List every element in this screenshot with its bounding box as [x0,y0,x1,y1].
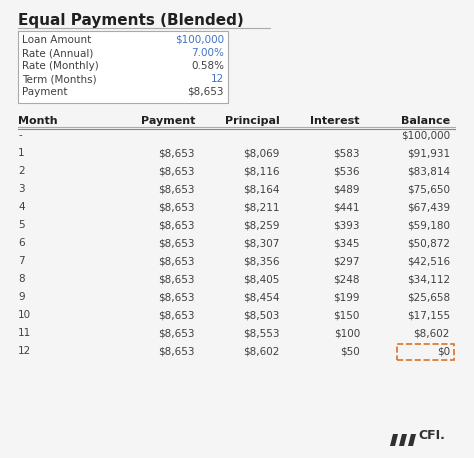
Text: $8,653: $8,653 [158,346,195,356]
Text: $8,653: $8,653 [188,87,224,97]
Text: $50: $50 [340,346,360,356]
Text: $8,553: $8,553 [244,328,280,338]
Text: 9: 9 [18,292,25,302]
Text: $8,653: $8,653 [158,328,195,338]
Text: $536: $536 [334,166,360,176]
Text: $83,814: $83,814 [407,166,450,176]
Text: $583: $583 [334,148,360,158]
Text: $8,602: $8,602 [244,346,280,356]
Text: Equal Payments (Blended): Equal Payments (Blended) [18,13,244,28]
Text: $100,000: $100,000 [401,130,450,140]
Text: $34,112: $34,112 [407,274,450,284]
Text: $8,307: $8,307 [244,238,280,248]
Text: $8,259: $8,259 [244,220,280,230]
Text: Principal: Principal [225,116,280,126]
Text: $100: $100 [334,328,360,338]
Text: $42,516: $42,516 [407,256,450,266]
Text: 5: 5 [18,220,25,230]
Text: 2: 2 [18,166,25,176]
Text: 7.00%: 7.00% [191,48,224,58]
Text: $0: $0 [437,346,450,356]
Text: $8,653: $8,653 [158,274,195,284]
Text: 1: 1 [18,148,25,158]
Text: 12: 12 [211,74,224,84]
Text: Payment: Payment [141,116,195,126]
Text: $67,439: $67,439 [407,202,450,212]
Text: $8,356: $8,356 [244,256,280,266]
Text: $100,000: $100,000 [175,35,224,45]
Polygon shape [408,434,416,446]
Text: 0.58%: 0.58% [191,61,224,71]
Text: $345: $345 [334,238,360,248]
Polygon shape [390,434,398,446]
Polygon shape [399,434,407,446]
Text: $8,653: $8,653 [158,184,195,194]
Text: $8,653: $8,653 [158,202,195,212]
Text: $17,155: $17,155 [407,310,450,320]
Text: Rate (Monthly): Rate (Monthly) [22,61,99,71]
Text: CFI.: CFI. [418,429,445,442]
Text: 4: 4 [18,202,25,212]
Text: 6: 6 [18,238,25,248]
Text: $8,116: $8,116 [244,166,280,176]
Text: $8,653: $8,653 [158,238,195,248]
Text: Rate (Annual): Rate (Annual) [22,48,93,58]
Text: $248: $248 [334,274,360,284]
Text: 3: 3 [18,184,25,194]
Text: 10: 10 [18,310,31,320]
Text: 7: 7 [18,256,25,266]
FancyBboxPatch shape [18,31,228,103]
Text: Loan Amount: Loan Amount [22,35,91,45]
Text: $8,653: $8,653 [158,220,195,230]
Text: $8,653: $8,653 [158,310,195,320]
Text: Balance: Balance [401,116,450,126]
Text: 11: 11 [18,328,31,338]
Text: $489: $489 [334,184,360,194]
Text: $50,872: $50,872 [407,238,450,248]
Text: 8: 8 [18,274,25,284]
Text: $8,069: $8,069 [244,148,280,158]
Text: $75,650: $75,650 [407,184,450,194]
Text: $8,653: $8,653 [158,166,195,176]
Text: $8,653: $8,653 [158,148,195,158]
Text: $297: $297 [334,256,360,266]
Text: $8,503: $8,503 [244,310,280,320]
Text: $393: $393 [334,220,360,230]
Text: Interest: Interest [310,116,360,126]
Text: 12: 12 [18,346,31,356]
Text: $8,454: $8,454 [244,292,280,302]
Text: $8,653: $8,653 [158,292,195,302]
Text: $25,658: $25,658 [407,292,450,302]
Text: $59,180: $59,180 [407,220,450,230]
Text: $150: $150 [334,310,360,320]
Text: $91,931: $91,931 [407,148,450,158]
Text: Month: Month [18,116,58,126]
Text: Payment: Payment [22,87,67,97]
Text: $199: $199 [334,292,360,302]
Text: $8,164: $8,164 [244,184,280,194]
Text: Term (Months): Term (Months) [22,74,97,84]
Text: $8,653: $8,653 [158,256,195,266]
Text: -: - [18,130,22,140]
Text: $8,602: $8,602 [414,328,450,338]
Text: $8,211: $8,211 [244,202,280,212]
Text: $441: $441 [334,202,360,212]
Text: $8,405: $8,405 [244,274,280,284]
